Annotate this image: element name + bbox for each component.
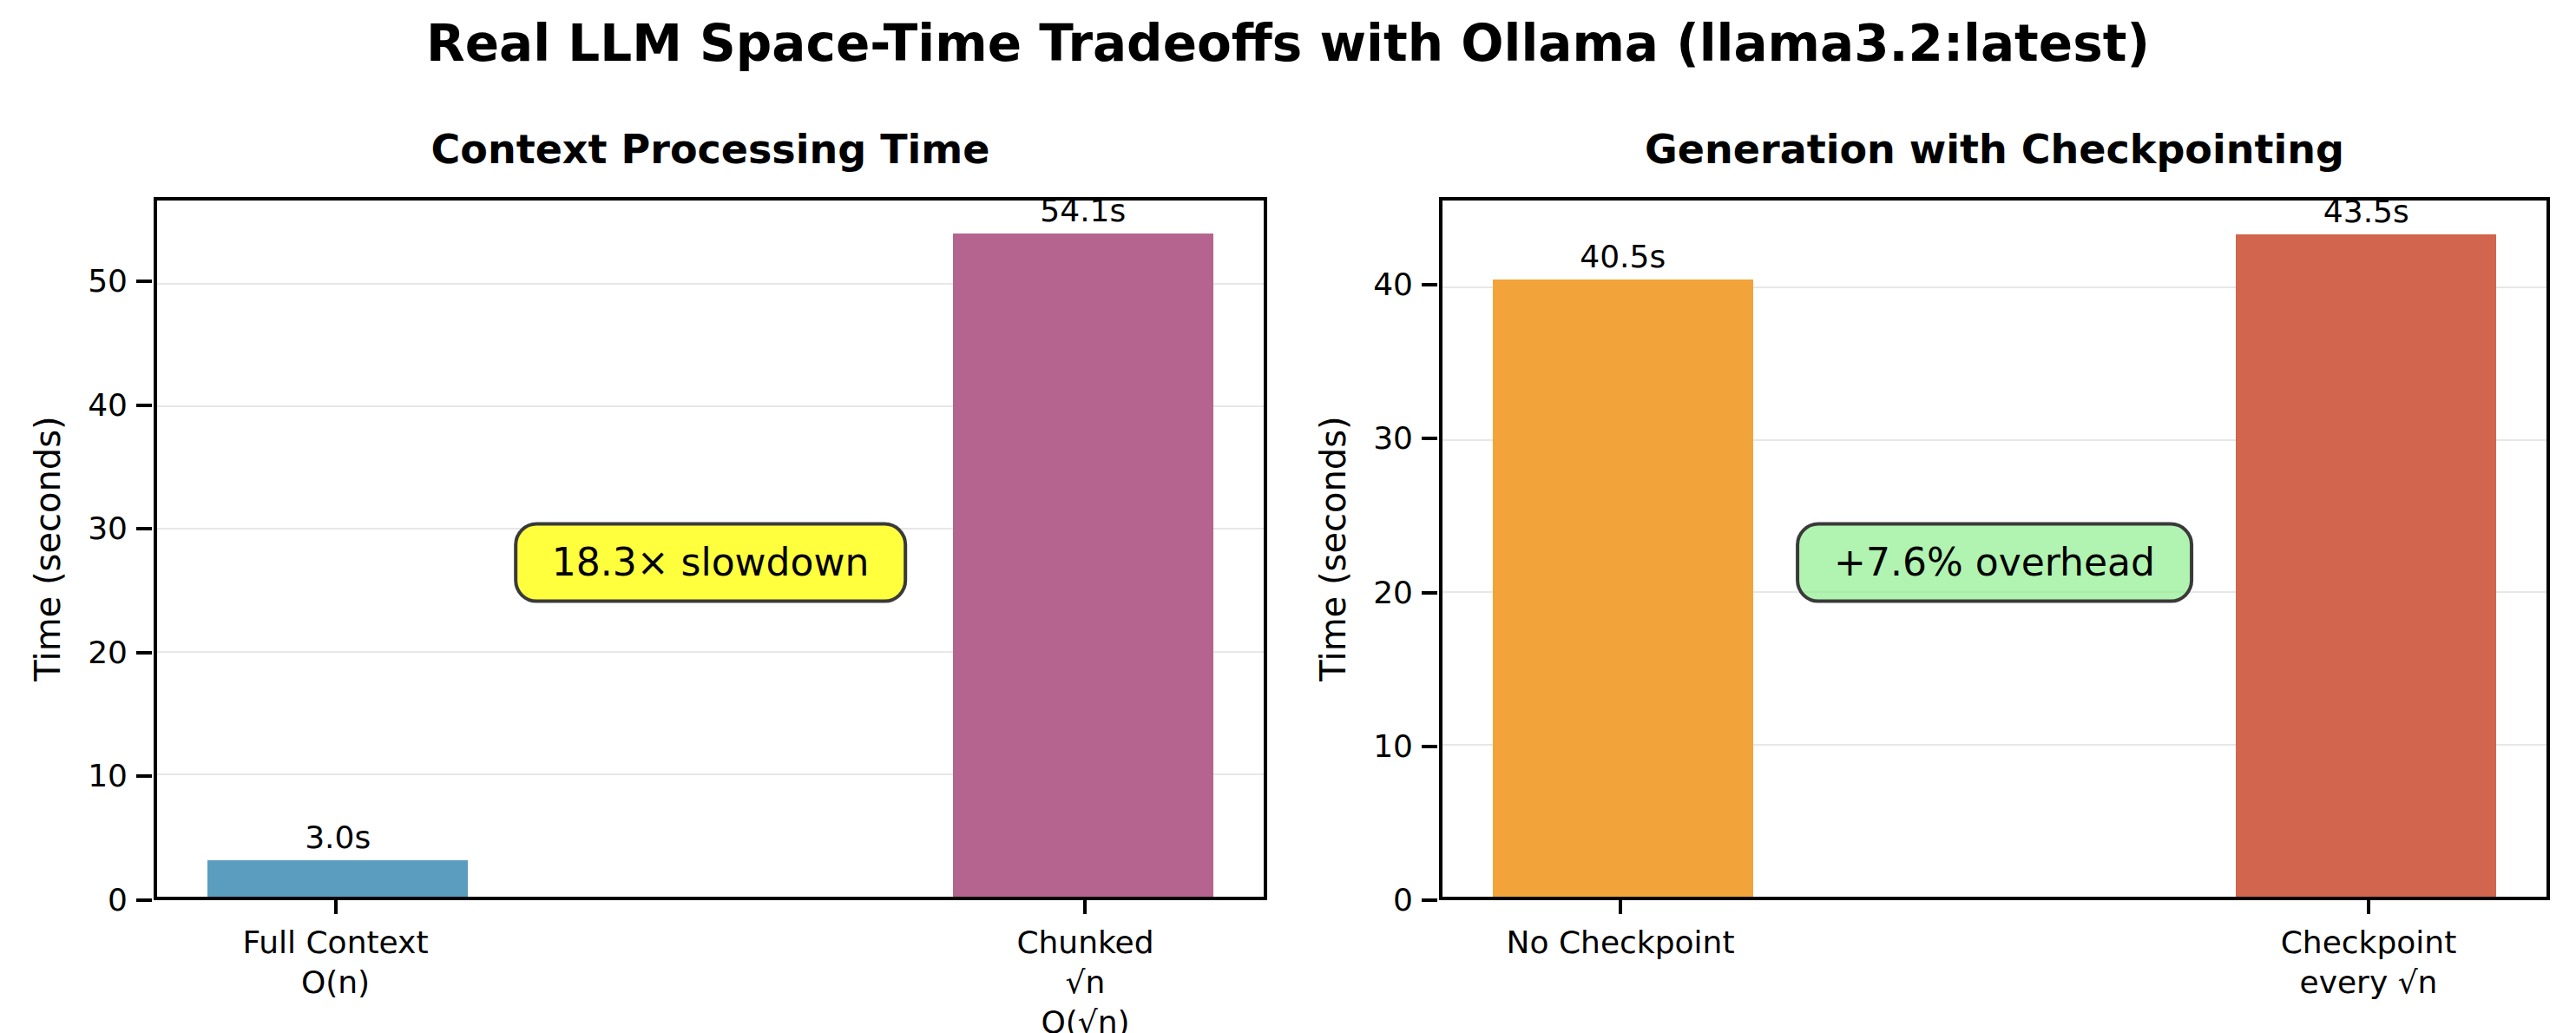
x-tick-mark	[334, 900, 338, 914]
bar-0	[1493, 280, 1753, 897]
x-tick-label: Chunked √n O(√n)	[995, 923, 1177, 1033]
x-tick-mark	[2367, 900, 2370, 914]
y-tick-label: 30	[88, 513, 128, 544]
bar-value-label: 43.5s	[2323, 197, 2409, 229]
y-tick-label: 50	[88, 266, 128, 297]
y-tick-label: 10	[1373, 731, 1413, 762]
y-tick-mark	[136, 404, 152, 407]
y-tick-label: 40	[1373, 269, 1413, 300]
y-tick-mark	[136, 774, 152, 778]
y-axis-label: Time (seconds)	[1313, 416, 1353, 681]
subplot-context-processing: Context Processing Time Time (seconds) 3…	[154, 197, 1267, 900]
bar-value-label: 40.5s	[1580, 240, 1666, 274]
plot-area: 3.0s 54.1s 18.3× slowdown	[154, 197, 1267, 900]
figure-title: Real LLM Space-Time Tradeoffs with Ollam…	[0, 14, 2576, 73]
y-tick-mark	[1422, 745, 1437, 748]
bar-value-label: 3.0s	[305, 820, 371, 855]
y-tick-label: 0	[108, 885, 128, 916]
bar-1	[2236, 234, 2496, 897]
y-tick-label: 20	[88, 637, 128, 668]
y-tick-mark	[136, 527, 152, 530]
y-tick-label: 20	[1373, 577, 1413, 609]
y-tick-mark	[136, 280, 152, 283]
y-tick-mark	[1422, 437, 1437, 440]
y-tick-mark	[1422, 283, 1437, 286]
x-tick-mark	[1083, 900, 1087, 914]
y-tick-mark	[1422, 898, 1437, 902]
y-axis-label: Time (seconds)	[28, 416, 68, 681]
bar-1	[953, 234, 1214, 897]
y-tick-mark	[1422, 591, 1437, 595]
figure-canvas: Real LLM Space-Time Tradeoffs with Ollam…	[0, 0, 2576, 1033]
y-tick-mark	[136, 898, 152, 902]
y-tick-label: 10	[88, 760, 128, 792]
subplot-generation-checkpointing: Generation with Checkpointing Time (seco…	[1439, 197, 2550, 900]
y-tick-label: 30	[1373, 423, 1413, 454]
x-tick-mark	[1619, 900, 1622, 914]
bar-value-label: 54.1s	[1040, 197, 1126, 228]
plot-area: 40.5s 43.5s +7.6% overhead	[1439, 197, 2550, 900]
x-tick-label: No Checkpoint	[1507, 923, 1735, 963]
axes-title: Context Processing Time	[154, 126, 1267, 173]
bar-0	[207, 860, 469, 897]
x-tick-label: Full Context O(n)	[242, 923, 428, 1003]
y-tick-mark	[136, 651, 152, 655]
axes-title: Generation with Checkpointing	[1439, 126, 2550, 173]
slowdown-annotation: 18.3× slowdown	[514, 523, 908, 603]
overhead-annotation: +7.6% overhead	[1796, 523, 2193, 603]
y-tick-label: 40	[88, 390, 128, 421]
y-tick-label: 0	[1393, 885, 1413, 916]
x-tick-label: Checkpoint every √n	[2281, 923, 2457, 1003]
